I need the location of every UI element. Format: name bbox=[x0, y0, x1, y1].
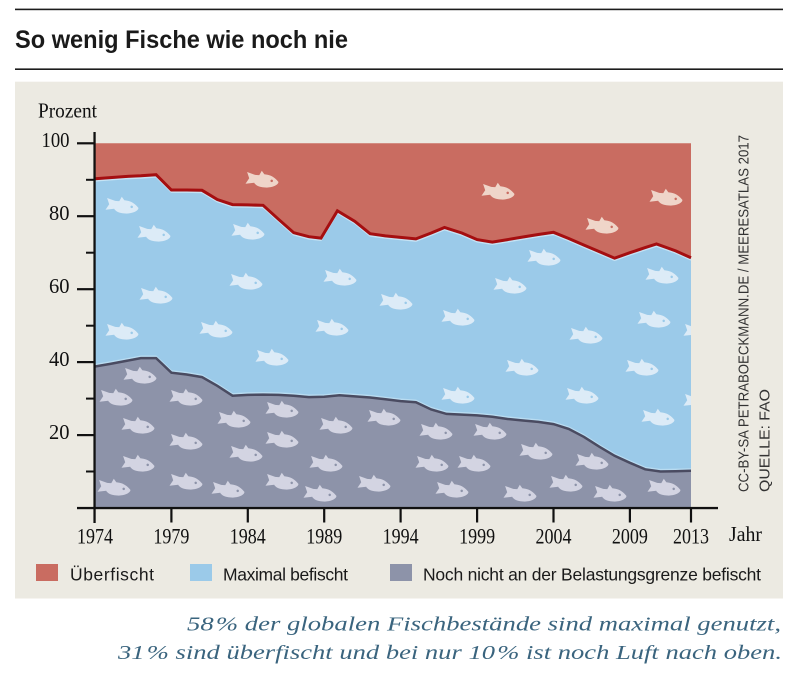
svg-text:2009: 2009 bbox=[612, 524, 648, 549]
svg-text:1974: 1974 bbox=[77, 524, 113, 549]
svg-text:40: 40 bbox=[49, 347, 70, 371]
svg-text:1994: 1994 bbox=[383, 524, 419, 549]
svg-text:Jahr: Jahr bbox=[729, 522, 762, 546]
svg-text:1979: 1979 bbox=[153, 524, 189, 549]
svg-text:QUELLE: FAO: QUELLE: FAO bbox=[758, 389, 774, 492]
svg-text:1999: 1999 bbox=[459, 524, 495, 549]
svg-text:1984: 1984 bbox=[230, 524, 266, 549]
svg-text:Maximal befischt: Maximal befischt bbox=[223, 565, 348, 585]
svg-text:So wenig Fische wie noch nie: So wenig Fische wie noch nie bbox=[15, 26, 348, 54]
svg-text:CC-BY-SA PETRABOECKMANN.DE / M: CC-BY-SA PETRABOECKMANN.DE / MEERESATLAS… bbox=[737, 135, 753, 492]
svg-text:20: 20 bbox=[49, 420, 70, 444]
svg-text:2013: 2013 bbox=[673, 524, 709, 549]
svg-text:60: 60 bbox=[49, 274, 70, 298]
svg-text:58 % der globalen Fischbeständ: 58 % der globalen Fischbestände sind max… bbox=[187, 614, 781, 636]
svg-text:80: 80 bbox=[49, 201, 70, 225]
svg-text:1989: 1989 bbox=[306, 524, 342, 549]
svg-text:Überfischt: Überfischt bbox=[70, 565, 154, 585]
svg-text:2004: 2004 bbox=[536, 524, 572, 549]
svg-text:Noch nicht an der Belastungsgr: Noch nicht an der Belastungsgrenze befis… bbox=[423, 565, 761, 585]
svg-text:100: 100 bbox=[42, 128, 70, 152]
svg-text:31 % sind überfischt und bei n: 31 % sind überfischt und bei nur 10 % is… bbox=[117, 642, 782, 664]
svg-text:Prozent: Prozent bbox=[38, 98, 97, 122]
